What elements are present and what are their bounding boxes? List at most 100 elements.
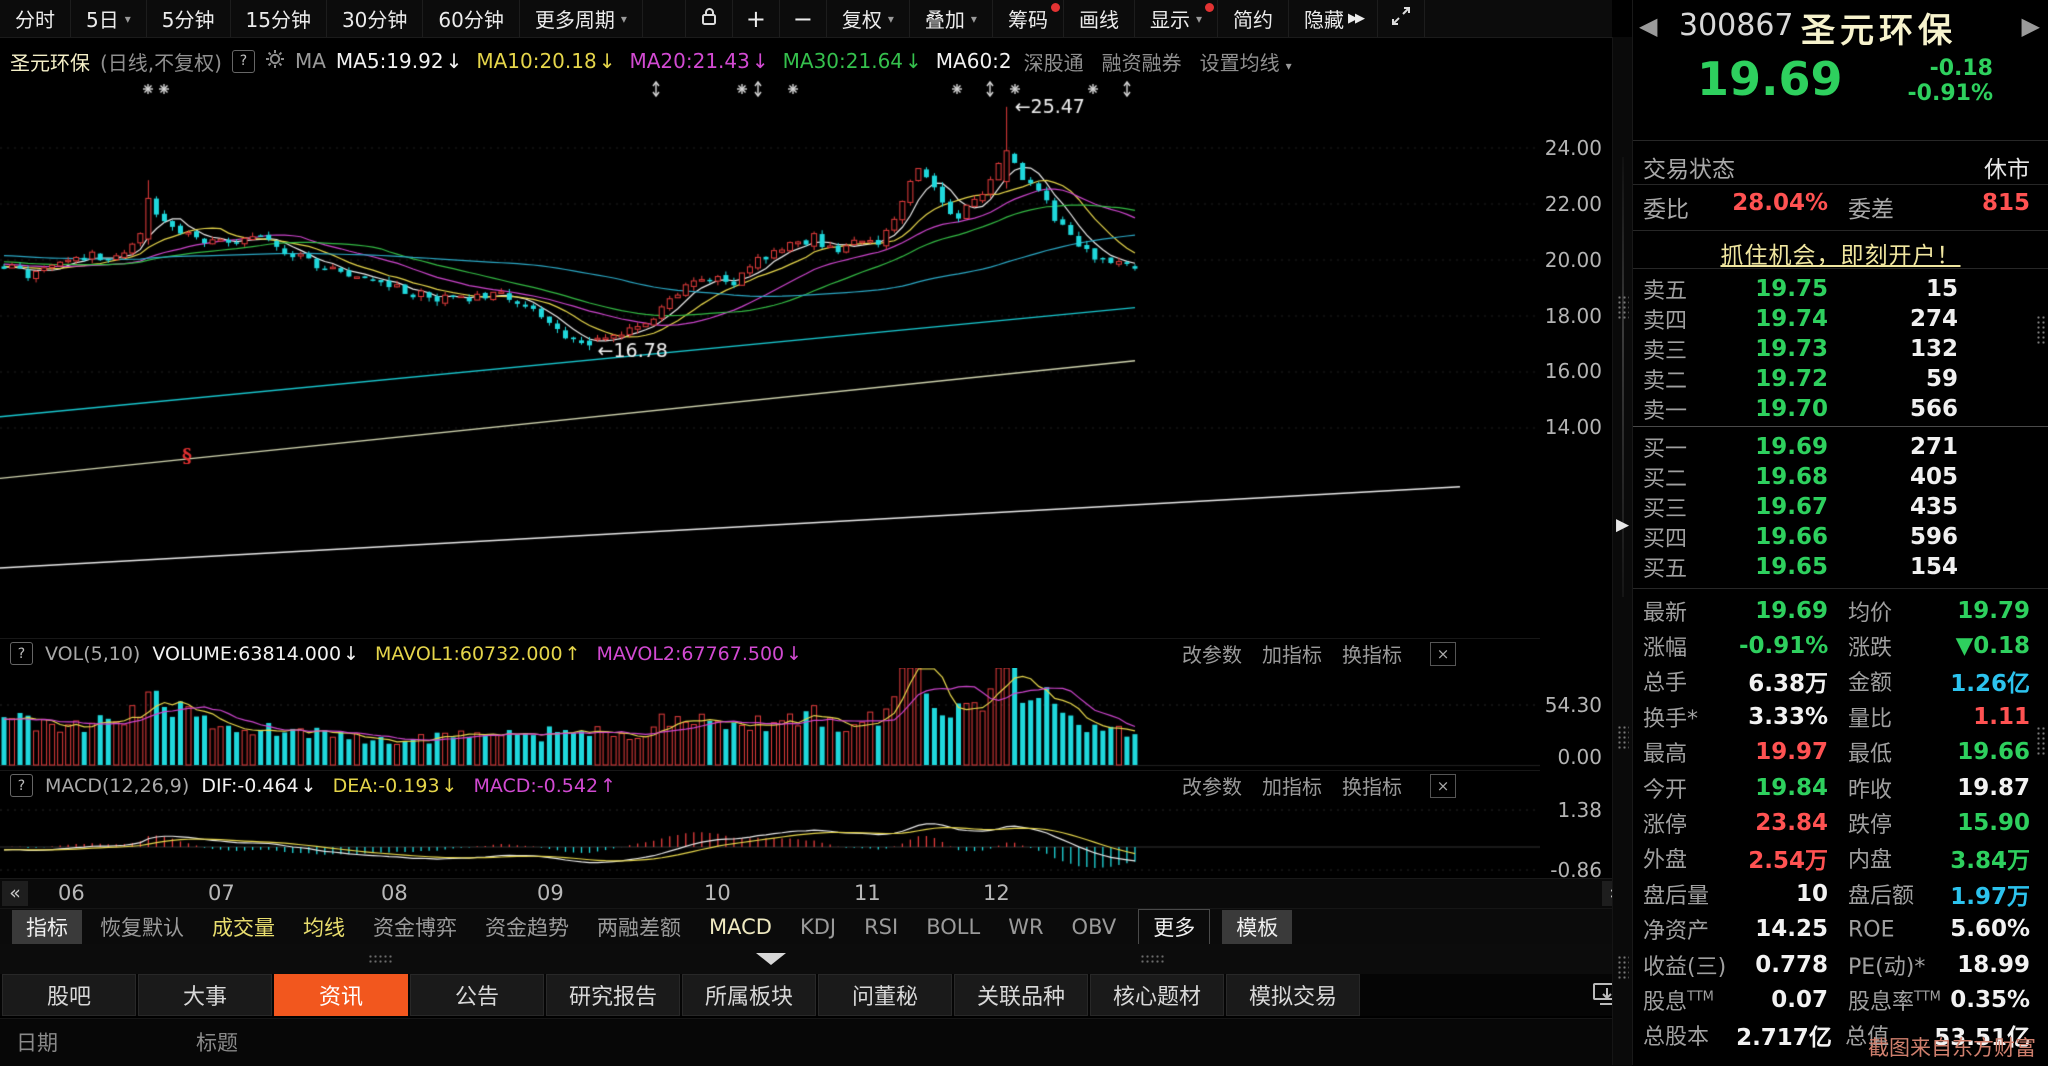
trend-arrow-icon: ↓: [751, 49, 769, 73]
ask-price: 19.75: [1755, 276, 1828, 302]
candlestick-chart-canvas[interactable]: [0, 75, 1540, 635]
indicator-tab[interactable]: 更多: [1138, 908, 1211, 945]
indicator-link[interactable]: 换指标: [1342, 643, 1402, 667]
bid-row[interactable]: 买三 19.67 435: [1633, 492, 2048, 522]
stat-label-text: 涨跌: [1848, 636, 1893, 662]
nav-tab[interactable]: 资讯: [274, 974, 408, 1016]
nav-tab[interactable]: 关联品种: [954, 974, 1088, 1016]
close-icon[interactable]: ×: [1430, 641, 1456, 666]
help-icon[interactable]: ?: [10, 642, 33, 665]
indicator-tab[interactable]: 两融差额: [597, 915, 681, 940]
tool-button[interactable]: 筹码: [993, 0, 1064, 37]
indicator-link[interactable]: 换指标: [1342, 775, 1402, 799]
ask-row[interactable]: 卖五 19.75 15: [1633, 274, 2048, 304]
indicator-link[interactable]: 加指标: [1262, 775, 1322, 799]
period-button[interactable]: 更多周期 ▾: [520, 0, 643, 37]
nav-tab[interactable]: 研究报告: [546, 974, 680, 1016]
collapse-panel-button[interactable]: [756, 953, 786, 965]
indicator-tab[interactable]: RSI: [864, 914, 899, 939]
bid-row[interactable]: 买一 19.69 271: [1633, 432, 2048, 462]
tool-button[interactable]: 画线: [1064, 0, 1135, 37]
prev-stock-button[interactable]: ◀: [1639, 12, 1658, 40]
indicator-tab[interactable]: BOLL: [926, 914, 981, 939]
chart-panel-divider[interactable]: ▶: [1612, 37, 1633, 1065]
period-button[interactable]: 分时: [0, 0, 71, 37]
indicator-tab[interactable]: 恢复默认: [100, 915, 184, 940]
tool-button[interactable]: 简约: [1218, 0, 1289, 37]
help-icon[interactable]: ?: [231, 49, 255, 73]
lock-button[interactable]: [686, 0, 733, 37]
tool-button[interactable]: 隐藏 ▶▶: [1289, 0, 1378, 37]
drag-handle[interactable]: [2036, 315, 2046, 345]
drag-handle[interactable]: [1617, 955, 1629, 981]
tool-button[interactable]: 显示 ▾: [1135, 0, 1218, 37]
drag-handle[interactable]: [1617, 295, 1629, 321]
nav-tab[interactable]: 模拟交易: [1226, 974, 1360, 1016]
next-stock-button[interactable]: ▶: [2021, 12, 2040, 40]
period-button[interactable]: 60分钟: [423, 0, 520, 37]
drag-handle[interactable]: [1617, 725, 1629, 751]
drag-handle[interactable]: [368, 954, 394, 964]
last-price: 19.69: [1697, 52, 1843, 106]
close-icon[interactable]: ×: [1430, 773, 1456, 798]
stat-label-text: 涨幅: [1643, 636, 1688, 662]
indicator-tab[interactable]: OBV: [1071, 914, 1117, 939]
indicator-links: 改参数 加指标 换指标: [1182, 639, 1402, 668]
chart-link[interactable]: 融资融券: [1102, 47, 1182, 76]
indicator-tab[interactable]: 资金趋势: [485, 915, 569, 940]
period-button[interactable]: 5日 ▾: [71, 0, 147, 37]
help-icon[interactable]: ?: [10, 774, 33, 797]
macd-axis-label: 1.38: [1557, 798, 1602, 822]
fullscreen-icon: [1390, 5, 1412, 33]
indicator-link[interactable]: 改参数: [1182, 775, 1242, 799]
drag-handle[interactable]: [1140, 954, 1166, 964]
nav-tab[interactable]: 核心题材: [1090, 974, 1224, 1016]
indicator-link[interactable]: 改参数: [1182, 643, 1242, 667]
nav-tab[interactable]: 所属板块: [682, 974, 816, 1016]
month-label: 08: [381, 881, 408, 905]
chart-link[interactable]: 深股通: [1024, 47, 1084, 76]
zoom-out-button[interactable]: −: [780, 0, 827, 37]
ask-quantity: 566: [1909, 396, 1958, 422]
ask-row[interactable]: 卖四 19.74 274: [1633, 304, 2048, 334]
gear-icon[interactable]: [265, 49, 285, 74]
indicator-tab[interactable]: 均线: [303, 915, 345, 940]
ask-row[interactable]: 卖一 19.70 566: [1633, 394, 2048, 424]
period-button[interactable]: 15分钟: [231, 0, 327, 37]
nav-tab[interactable]: 问董秘: [818, 974, 952, 1016]
scroll-left-button[interactable]: «: [2, 881, 28, 906]
indicator-link[interactable]: 加指标: [1262, 643, 1322, 667]
expand-panel-arrow-icon[interactable]: ▶: [1616, 515, 1630, 535]
indicator-tab[interactable]: MACD: [709, 914, 772, 939]
ma-value-text: MA20:21.43: [629, 49, 750, 73]
zoom-in-button[interactable]: +: [733, 0, 780, 37]
chart-link[interactable]: 设置均线 ▾: [1200, 47, 1292, 76]
period-button[interactable]: 5分钟: [147, 0, 231, 37]
stock-name-label: 圣元环保: [10, 50, 90, 75]
macd-chart-canvas[interactable]: [0, 800, 1540, 878]
nav-tab[interactable]: 公告: [410, 974, 544, 1016]
indicator-tab[interactable]: 指标: [12, 909, 82, 944]
open-account-ad-link[interactable]: 抓住机会，即刻开户！: [1720, 243, 1961, 269]
stat-value: 19.87: [1957, 774, 2030, 801]
stat-label-text: 净资产: [1643, 919, 1710, 945]
drag-handle[interactable]: [2036, 726, 2046, 756]
ask-row[interactable]: 卖二 19.72 59: [1633, 364, 2048, 394]
fullscreen-button[interactable]: [1378, 0, 1425, 37]
bid-row[interactable]: 买五 19.65 154: [1633, 552, 2048, 582]
volume-chart-canvas[interactable]: [0, 668, 1540, 768]
indicator-tab[interactable]: 模板: [1222, 909, 1293, 944]
price-axis-label: 16.00: [1544, 359, 1602, 383]
indicator-tab[interactable]: 资金博弈: [373, 915, 457, 940]
indicator-tab[interactable]: KDJ: [799, 914, 837, 939]
nav-tab[interactable]: 大事: [138, 974, 272, 1016]
bid-row[interactable]: 买四 19.66 596: [1633, 522, 2048, 552]
tool-button[interactable]: 叠加 ▾: [910, 0, 993, 37]
nav-tab[interactable]: 股吧: [2, 974, 136, 1016]
indicator-tab[interactable]: 成交量: [212, 915, 275, 940]
indicator-tab[interactable]: WR: [1008, 914, 1044, 939]
tool-button[interactable]: 复权 ▾: [827, 0, 910, 37]
ask-row[interactable]: 卖三 19.73 132: [1633, 334, 2048, 364]
bid-row[interactable]: 买二 19.68 405: [1633, 462, 2048, 492]
period-button[interactable]: 30分钟: [327, 0, 424, 37]
